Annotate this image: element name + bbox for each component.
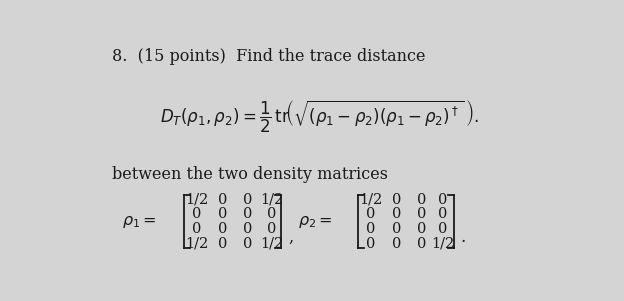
Text: ,: , bbox=[288, 229, 293, 246]
Text: 0: 0 bbox=[243, 193, 252, 206]
Text: 0: 0 bbox=[366, 222, 375, 236]
Text: .: . bbox=[460, 229, 466, 246]
Text: 0: 0 bbox=[417, 193, 426, 206]
Text: 0: 0 bbox=[218, 222, 228, 236]
Text: 0: 0 bbox=[392, 193, 402, 206]
Text: 0: 0 bbox=[218, 237, 228, 250]
Text: 0: 0 bbox=[243, 222, 252, 236]
Text: 0: 0 bbox=[243, 237, 252, 250]
Text: 0: 0 bbox=[439, 207, 448, 221]
Text: 0: 0 bbox=[392, 237, 402, 250]
Text: 1/2: 1/2 bbox=[260, 237, 283, 250]
Text: 0: 0 bbox=[243, 207, 252, 221]
Text: 0: 0 bbox=[266, 207, 276, 221]
Text: 0: 0 bbox=[366, 207, 375, 221]
Text: 0: 0 bbox=[192, 222, 201, 236]
Text: 0: 0 bbox=[439, 222, 448, 236]
Text: between the two density matrices: between the two density matrices bbox=[112, 166, 388, 183]
Text: 0: 0 bbox=[392, 222, 402, 236]
Text: 1/2: 1/2 bbox=[359, 193, 383, 206]
Text: 0: 0 bbox=[439, 193, 448, 206]
Text: 1/2: 1/2 bbox=[185, 193, 208, 206]
Text: 0: 0 bbox=[218, 193, 228, 206]
Text: 0: 0 bbox=[417, 222, 426, 236]
Text: $\rho_2 =$: $\rho_2 =$ bbox=[298, 213, 333, 230]
Text: 0: 0 bbox=[266, 222, 276, 236]
Text: 8.  (15 points)  Find the trace distance: 8. (15 points) Find the trace distance bbox=[112, 48, 426, 65]
Text: 1/2: 1/2 bbox=[431, 237, 455, 250]
Text: $D_T(\rho_1, \rho_2) = \dfrac{1}{2}\,\mathrm{tr}\!\left(\sqrt{(\rho_1 - \rho_2)(: $D_T(\rho_1, \rho_2) = \dfrac{1}{2}\,\ma… bbox=[160, 99, 479, 135]
Text: 0: 0 bbox=[192, 207, 201, 221]
Text: 0: 0 bbox=[417, 207, 426, 221]
Text: 1/2: 1/2 bbox=[185, 237, 208, 250]
Text: 0: 0 bbox=[218, 207, 228, 221]
Text: $\rho_1 =$: $\rho_1 =$ bbox=[122, 213, 156, 230]
Text: 0: 0 bbox=[417, 237, 426, 250]
Text: 0: 0 bbox=[392, 207, 402, 221]
Text: 0: 0 bbox=[366, 237, 375, 250]
Text: 1/2: 1/2 bbox=[260, 193, 283, 206]
